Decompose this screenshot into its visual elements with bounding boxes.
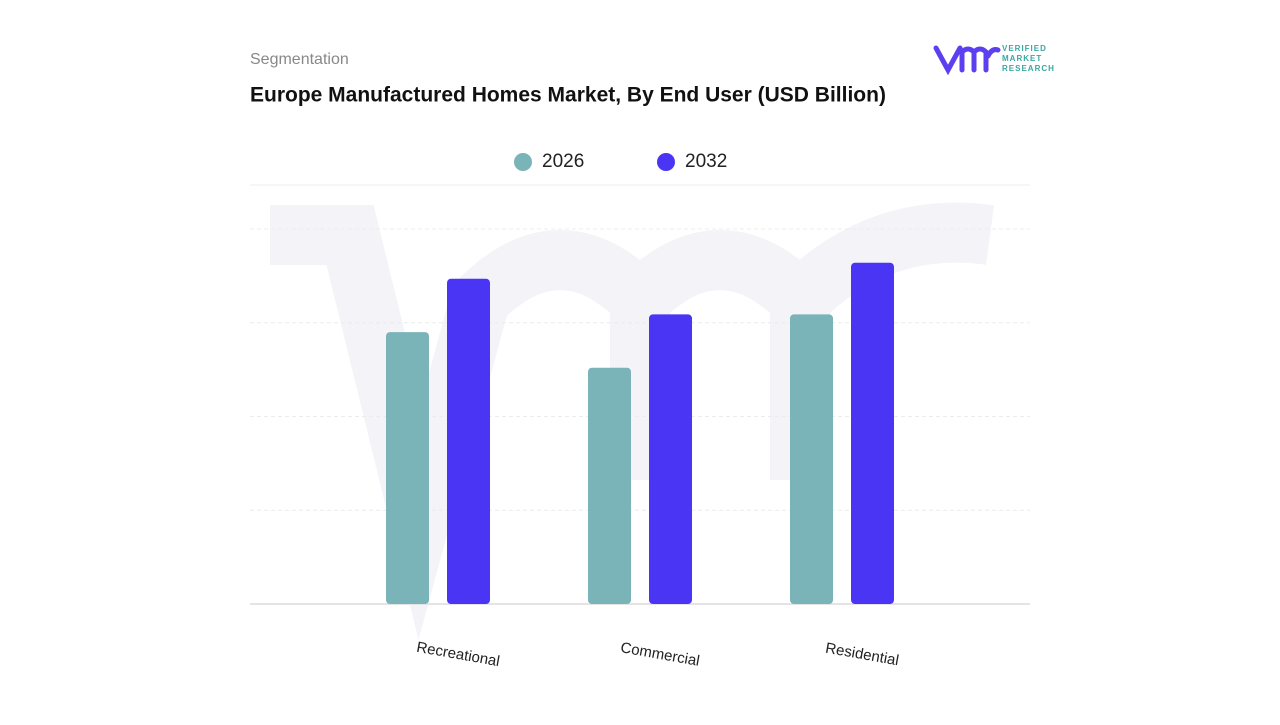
logo-text: RESEARCH	[1002, 64, 1055, 73]
bar	[447, 278, 490, 604]
section-label: Segmentation	[250, 51, 349, 68]
legend-swatch	[657, 153, 675, 171]
logo-mark	[933, 45, 1001, 76]
x-tick-label: Recreational	[415, 639, 501, 670]
x-tick-label: Residential	[824, 640, 900, 670]
legend-swatch	[514, 153, 532, 171]
bar	[790, 314, 833, 604]
x-tick-label: Commercial	[619, 639, 701, 670]
legend-label: 2026	[542, 151, 584, 172]
logo-text: VERIFIED	[1002, 44, 1047, 53]
bar	[588, 367, 631, 604]
chart-title: Europe Manufactured Homes Market, By End…	[250, 84, 886, 107]
logo-text: MARKET	[1002, 54, 1042, 63]
logo: VERIFIED MARKET RESEARCH	[933, 44, 1055, 76]
bar	[649, 314, 692, 604]
bar	[851, 262, 894, 604]
bar	[386, 332, 429, 604]
legend-label: 2032	[685, 151, 727, 172]
